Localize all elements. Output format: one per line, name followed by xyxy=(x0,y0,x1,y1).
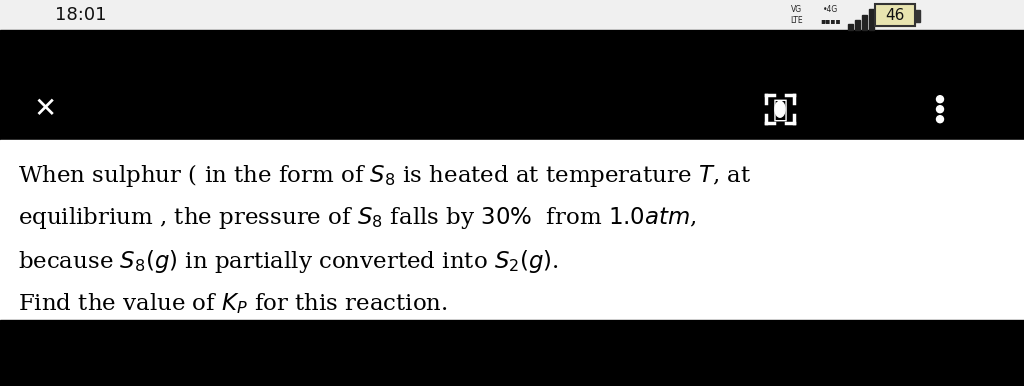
Bar xyxy=(848,24,853,30)
Text: 46: 46 xyxy=(886,7,904,22)
Text: equilibrium , the pressure of $S_8$ falls by $30\%$  from $1.0atm$,: equilibrium , the pressure of $S_8$ fall… xyxy=(18,205,696,231)
Circle shape xyxy=(937,116,943,123)
Bar xyxy=(855,20,860,30)
Circle shape xyxy=(937,96,943,103)
Ellipse shape xyxy=(775,101,785,117)
Text: •4G
▪▪▪▪: •4G ▪▪▪▪ xyxy=(820,5,841,25)
Text: When sulphur ( in the form of $S_8$ is heated at temperature $T$, at: When sulphur ( in the form of $S_8$ is h… xyxy=(18,162,752,189)
Text: VG
LTE: VG LTE xyxy=(790,5,803,25)
Text: 18:01: 18:01 xyxy=(55,6,106,24)
Bar xyxy=(862,15,867,30)
Text: ⌗: ⌗ xyxy=(772,97,787,121)
Bar xyxy=(0,0,1024,30)
Text: ✕: ✕ xyxy=(34,95,56,123)
Circle shape xyxy=(937,106,943,113)
Bar xyxy=(0,140,1024,320)
Bar xyxy=(874,4,915,26)
Bar xyxy=(0,320,1024,386)
Text: because $S_8(g)$ in partially converted into $S_2(g)$.: because $S_8(g)$ in partially converted … xyxy=(18,248,559,275)
Text: Find the value of $K_P$ for this reaction.: Find the value of $K_P$ for this reactio… xyxy=(18,291,447,316)
Bar xyxy=(874,4,915,26)
Bar xyxy=(0,30,1024,140)
Bar xyxy=(915,10,920,22)
Bar xyxy=(869,9,874,30)
